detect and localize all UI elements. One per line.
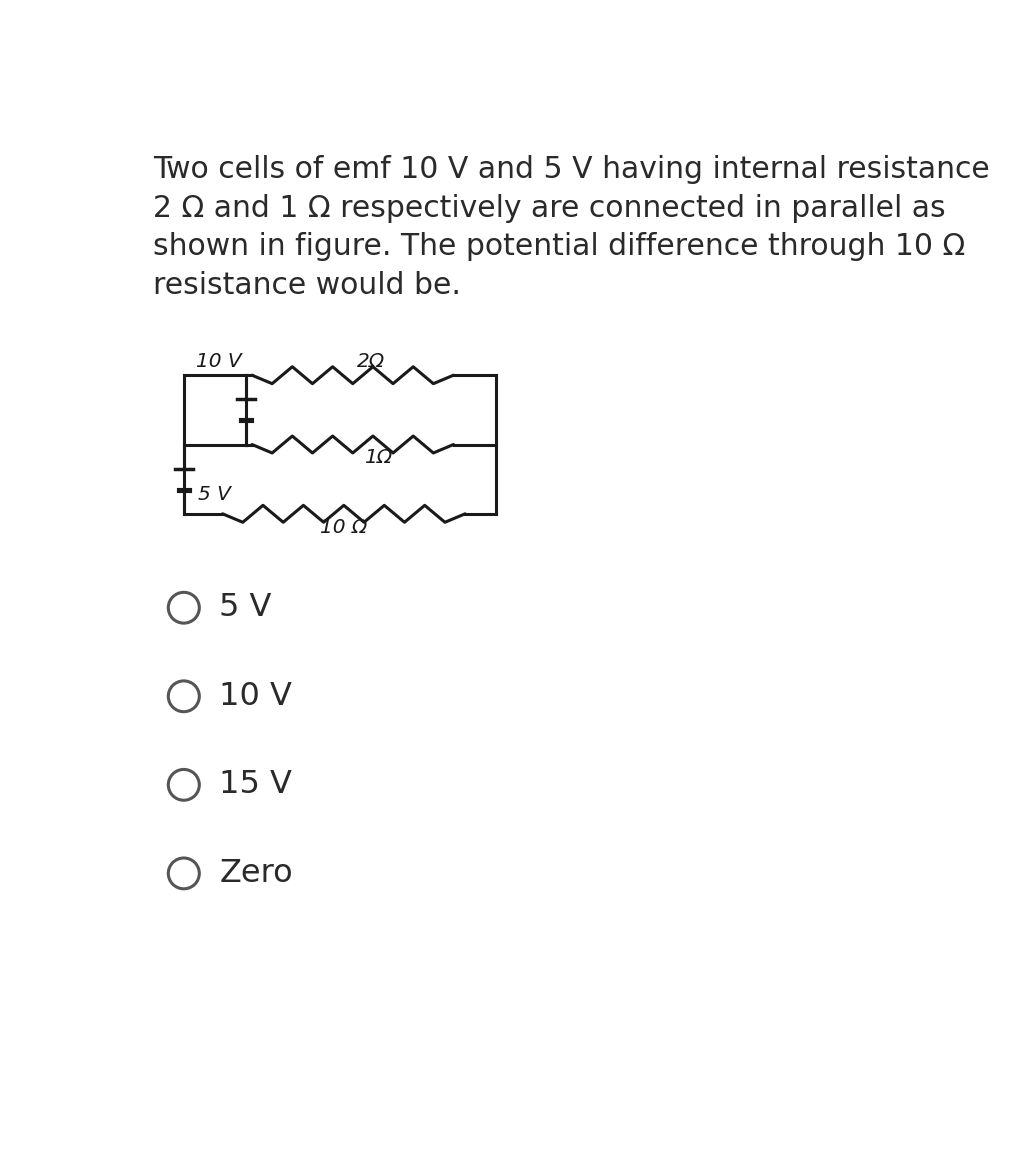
Text: 15 V: 15 V <box>219 769 292 801</box>
Text: Two cells of emf 10 V and 5 V having internal resistance
2 Ω and 1 Ω respectivel: Two cells of emf 10 V and 5 V having int… <box>153 155 989 300</box>
Text: 5 V: 5 V <box>219 593 271 623</box>
Text: Zero: Zero <box>219 857 293 889</box>
Text: 10 V: 10 V <box>197 353 242 372</box>
Text: 5 V: 5 V <box>198 486 230 505</box>
Text: 10 V: 10 V <box>219 681 292 711</box>
Text: 1Ω: 1Ω <box>365 448 392 467</box>
Text: 10 Ω: 10 Ω <box>321 517 368 536</box>
Text: 2Ω: 2Ω <box>356 353 385 372</box>
